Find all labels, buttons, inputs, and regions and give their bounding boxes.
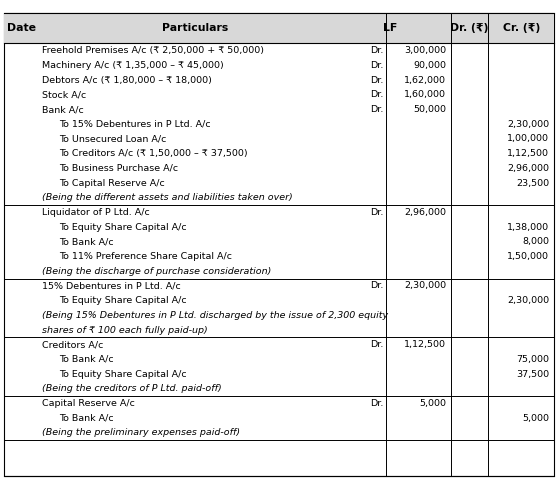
Text: Cr. (₹): Cr. (₹) xyxy=(503,24,540,33)
Text: (Being the preliminary expenses paid-off): (Being the preliminary expenses paid-off… xyxy=(42,428,240,438)
Text: To Bank A/c: To Bank A/c xyxy=(59,355,113,364)
Text: To Capital Reserve A/c: To Capital Reserve A/c xyxy=(59,178,165,187)
Text: Dr.: Dr. xyxy=(371,105,384,114)
Text: To 11% Preference Share Capital A/c: To 11% Preference Share Capital A/c xyxy=(59,252,232,261)
Text: 37,500: 37,500 xyxy=(516,370,549,379)
Text: shares of ₹ 100 each fully paid-up): shares of ₹ 100 each fully paid-up) xyxy=(42,325,208,335)
Text: 2,30,000: 2,30,000 xyxy=(507,296,549,305)
Text: To 15% Debentures in P Ltd. A/c: To 15% Debentures in P Ltd. A/c xyxy=(59,120,210,129)
Text: To Bank A/c: To Bank A/c xyxy=(59,414,113,423)
Text: (Being the different assets and liabilities taken over): (Being the different assets and liabilit… xyxy=(42,193,292,202)
Text: Debtors A/c (₹ 1,80,000 – ₹ 18,000): Debtors A/c (₹ 1,80,000 – ₹ 18,000) xyxy=(42,76,211,85)
Text: LF: LF xyxy=(383,24,398,33)
Text: To Bank A/c: To Bank A/c xyxy=(59,237,113,246)
Text: Dr. (₹): Dr. (₹) xyxy=(450,24,488,33)
Text: Capital Reserve A/c: Capital Reserve A/c xyxy=(42,399,134,408)
Text: To Creditors A/c (₹ 1,50,000 – ₹ 37,500): To Creditors A/c (₹ 1,50,000 – ₹ 37,500) xyxy=(59,149,247,158)
Text: 1,12,500: 1,12,500 xyxy=(405,340,446,349)
Text: (Being 15% Debentures in P Ltd. discharged by the issue of 2,300 equity: (Being 15% Debentures in P Ltd. discharg… xyxy=(42,311,388,320)
Text: 2,96,000: 2,96,000 xyxy=(405,208,446,217)
Text: Dr.: Dr. xyxy=(371,90,384,99)
Text: 50,000: 50,000 xyxy=(413,105,446,114)
Text: To Business Purchase A/c: To Business Purchase A/c xyxy=(59,164,177,173)
Text: 2,96,000: 2,96,000 xyxy=(507,164,549,173)
Text: 1,50,000: 1,50,000 xyxy=(507,252,549,261)
Text: Dr.: Dr. xyxy=(371,340,384,349)
Text: 90,000: 90,000 xyxy=(413,61,446,70)
Text: Liquidator of P Ltd. A/c: Liquidator of P Ltd. A/c xyxy=(42,208,150,217)
Text: Freehold Premises A/c (₹ 2,50,000 + ₹ 50,000): Freehold Premises A/c (₹ 2,50,000 + ₹ 50… xyxy=(42,46,264,55)
Text: 2,30,000: 2,30,000 xyxy=(507,120,549,129)
Text: 23,500: 23,500 xyxy=(516,178,549,187)
Text: 8,000: 8,000 xyxy=(522,237,549,246)
Text: To Equity Share Capital A/c: To Equity Share Capital A/c xyxy=(59,223,186,232)
Text: 1,38,000: 1,38,000 xyxy=(507,223,549,232)
Text: 5,000: 5,000 xyxy=(522,414,549,423)
Text: 1,60,000: 1,60,000 xyxy=(405,90,446,99)
Text: (Being the creditors of P Ltd. paid-off): (Being the creditors of P Ltd. paid-off) xyxy=(42,384,222,393)
Text: Dr.: Dr. xyxy=(371,76,384,85)
Text: Dr.: Dr. xyxy=(371,281,384,291)
Text: 2,30,000: 2,30,000 xyxy=(405,281,446,291)
Text: 3,00,000: 3,00,000 xyxy=(405,46,446,55)
Text: Particulars: Particulars xyxy=(162,24,228,33)
Text: Date: Date xyxy=(7,24,36,33)
Text: 15% Debentures in P Ltd. A/c: 15% Debentures in P Ltd. A/c xyxy=(42,281,181,291)
Text: Machinery A/c (₹ 1,35,000 – ₹ 45,000): Machinery A/c (₹ 1,35,000 – ₹ 45,000) xyxy=(42,61,224,70)
Text: (Being the discharge of purchase consideration): (Being the discharge of purchase conside… xyxy=(42,267,271,276)
Text: Dr.: Dr. xyxy=(371,61,384,70)
Text: Creditors A/c: Creditors A/c xyxy=(42,340,103,349)
Text: 1,62,000: 1,62,000 xyxy=(405,76,446,85)
Text: Dr.: Dr. xyxy=(371,46,384,55)
Text: Dr.: Dr. xyxy=(371,399,384,408)
Text: To Equity Share Capital A/c: To Equity Share Capital A/c xyxy=(59,370,186,379)
Bar xyxy=(4,13,554,43)
Text: 75,000: 75,000 xyxy=(516,355,549,364)
Text: To Unsecured Loan A/c: To Unsecured Loan A/c xyxy=(59,134,166,144)
Text: Bank A/c: Bank A/c xyxy=(42,105,84,114)
Text: 5,000: 5,000 xyxy=(420,399,446,408)
Text: 1,00,000: 1,00,000 xyxy=(507,134,549,144)
Text: Stock A/c: Stock A/c xyxy=(42,90,86,99)
Text: To Equity Share Capital A/c: To Equity Share Capital A/c xyxy=(59,296,186,305)
Text: Dr.: Dr. xyxy=(371,208,384,217)
Text: 1,12,500: 1,12,500 xyxy=(507,149,549,158)
